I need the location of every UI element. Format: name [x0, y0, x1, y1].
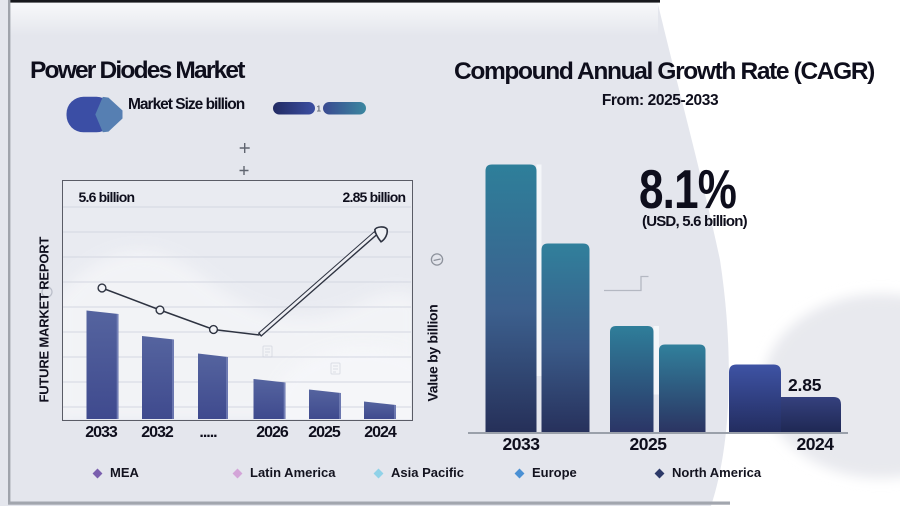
svg-text:1: 1 — [317, 105, 322, 114]
